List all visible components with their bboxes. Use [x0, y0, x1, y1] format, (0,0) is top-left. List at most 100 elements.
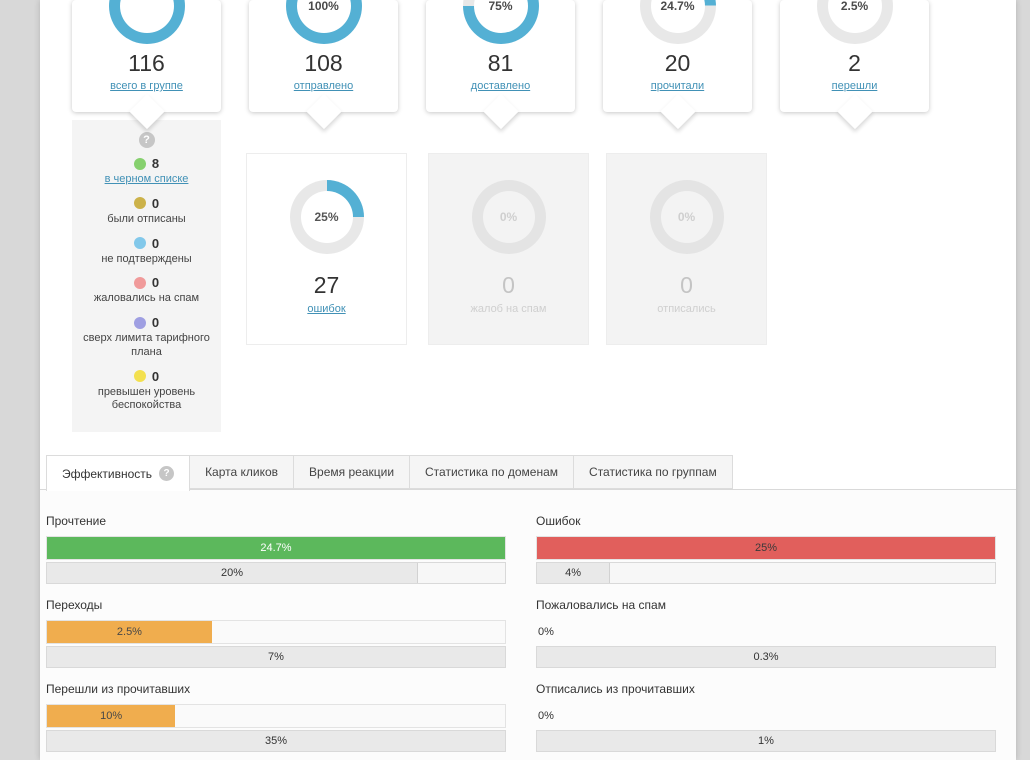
stat-average-text: 1%: [758, 735, 774, 747]
summary-cards-row: 116 всего в группе 100% 108 отправлено 7…: [72, 0, 929, 112]
stat-value-text: 0%: [538, 626, 554, 638]
stat-average-text: 20%: [220, 567, 243, 579]
legend-dot: [133, 237, 146, 249]
report-tabs: Эффективность ? Карта кликов Время реакц…: [46, 455, 733, 491]
legend-dot: [133, 316, 146, 329]
detail-card-spam: 0% 0 жалоб на спам: [428, 153, 589, 345]
legend-dot: [133, 370, 146, 382]
stat-label: Отписались из прочитавших: [536, 682, 695, 696]
stat-value-text: 0%: [538, 710, 554, 722]
legend-dot: [133, 197, 146, 210]
campaign-report-page: 116 всего в группе 100% 108 отправлено 7…: [40, 0, 1016, 760]
stat-value-text: 25%: [754, 542, 778, 554]
stat-average-bar: 35%: [46, 730, 506, 752]
legend-item-over-limit: 0 сверх лимита тарифного плана: [72, 315, 221, 360]
stat-value-fill: 0%: [536, 704, 996, 728]
detail-link-errors[interactable]: ошибок: [307, 303, 346, 315]
legend-count: 0: [151, 315, 160, 330]
summary-link-clicked[interactable]: перешли: [831, 80, 878, 92]
donut-percent-label: 24.7%: [660, 0, 695, 13]
stats-column-left: Прочтение 24.7% 20% Переходы 2.5% 7% Пер…: [46, 514, 506, 752]
stat-read: Прочтение 24.7% 20%: [46, 514, 506, 584]
effectiveness-panel: Прочтение 24.7% 20% Переходы 2.5% 7% Пер…: [40, 489, 1016, 760]
stat-value-text: 2.5%: [116, 626, 142, 638]
tab-click-map[interactable]: Карта кликов: [189, 455, 295, 489]
summary-count: 116: [128, 50, 165, 76]
detail-label-unsubscribed: отписались: [657, 303, 716, 315]
stat-value-bar: 0%: [536, 620, 996, 644]
legend-count: 0: [151, 368, 160, 384]
donut-percent-label: 0%: [499, 210, 518, 224]
summary-link-sent[interactable]: отправлено: [293, 80, 354, 92]
legend-label: не подтверждены: [101, 252, 192, 265]
stat-value-bar: 10%: [46, 704, 506, 728]
legend-link-blacklist[interactable]: в черном списке: [104, 173, 189, 185]
stat-value-bar: 25%: [536, 536, 996, 560]
legend-item-unsubscribed: 0 были отписаны: [72, 196, 221, 227]
stat-average-text: 0.3%: [753, 651, 779, 663]
donut-sent-icon: 100%: [285, 0, 362, 44]
legend-count: 0: [151, 275, 160, 291]
stat-value-fill: 25%: [537, 537, 995, 559]
stat-average-bar: 0.3%: [536, 646, 996, 668]
tab-reaction-time[interactable]: Время реакции: [293, 455, 411, 489]
stat-value-bar: 0%: [536, 704, 996, 728]
summary-link-read[interactable]: прочитали: [650, 80, 705, 92]
donut-percent-label: 2.5%: [840, 0, 869, 13]
summary-count: 108: [304, 50, 343, 76]
donut-percent-label: 0%: [677, 210, 696, 224]
donut-percent-label: 100%: [308, 0, 339, 13]
stat-average-text: 7%: [268, 651, 284, 663]
stat-average-fill: 20%: [47, 563, 418, 583]
donut-errors-icon: 25%: [289, 180, 364, 254]
legend-item-anxiety-level: 0 превышен уровень беспокойства: [72, 369, 221, 414]
legend-count: 0: [151, 235, 160, 251]
summary-link-total[interactable]: всего в группе: [110, 80, 183, 92]
stat-clicks: Переходы 2.5% 7%: [46, 598, 506, 668]
summary-link-delivered[interactable]: доставлено: [470, 80, 531, 92]
stat-average-fill: 1%: [537, 731, 995, 751]
detail-count: 0: [502, 272, 515, 298]
summary-card-read: 24.7% 20 прочитали: [603, 0, 752, 112]
legend-item-unconfirmed: 0 не подтверждены: [72, 236, 221, 267]
tab-label: Время реакции: [309, 465, 395, 479]
group-legend-panel: ? 8 в черном списке 0 были отписаны 0 не…: [72, 120, 221, 432]
detail-count: 27: [313, 272, 340, 298]
legend-item-spam-complaints: 0 жаловались на спам: [72, 275, 221, 306]
donut-percent-label: 75%: [488, 0, 513, 13]
detail-card-errors: 25% 27 ошибок: [246, 153, 407, 345]
tab-effectiveness[interactable]: Эффективность ?: [46, 455, 191, 491]
stat-clicked-from-read: Перешли из прочитавших 10% 35%: [46, 682, 506, 752]
donut-total-icon: [108, 0, 185, 44]
legend-label: были отписаны: [107, 212, 186, 225]
stat-spam-complaints: Пожаловались на спам 0% 0.3%: [536, 598, 996, 668]
stat-value-text: 24.7%: [260, 542, 292, 554]
summary-card-clicked: 2.5% 2 перешли: [780, 0, 929, 112]
stat-label: Пожаловались на спам: [536, 598, 666, 612]
help-icon[interactable]: ?: [159, 466, 175, 481]
stat-label: Прочтение: [46, 514, 106, 528]
tab-group-stats[interactable]: Статистика по группам: [573, 455, 733, 489]
stat-average-text: 35%: [264, 735, 288, 747]
stat-label: Переходы: [46, 598, 103, 612]
stat-average-fill: 35%: [47, 731, 505, 751]
stat-average-bar: 20%: [46, 562, 506, 584]
donut-clicked-icon: 2.5%: [816, 0, 893, 44]
help-icon[interactable]: ?: [138, 132, 155, 148]
tab-domain-stats[interactable]: Статистика по доменам: [409, 455, 575, 489]
legend-label: превышен уровень беспокойства: [97, 385, 196, 412]
stat-label: Перешли из прочитавших: [46, 682, 191, 696]
legend-label: жаловались на спам: [93, 292, 200, 305]
stat-average-bar: 4%: [536, 562, 996, 584]
tab-label: Эффективность: [62, 466, 153, 481]
legend-dot: [133, 276, 146, 289]
stat-value-fill: 2.5%: [47, 621, 212, 643]
donut-spam-icon: 0%: [471, 180, 546, 254]
stats-column-right: Ошибок 25% 4% Пожаловались на спам 0% 0.…: [536, 514, 996, 752]
summary-card-total: 116 всего в группе: [72, 0, 221, 112]
detail-card-unsubscribed: 0% 0 отписались: [606, 153, 767, 345]
stat-value-text: 10%: [100, 710, 123, 722]
stat-value-fill: 10%: [47, 705, 176, 727]
tab-label: Статистика по доменам: [425, 465, 559, 479]
legend-label: сверх лимита тарифного плана: [83, 332, 210, 358]
